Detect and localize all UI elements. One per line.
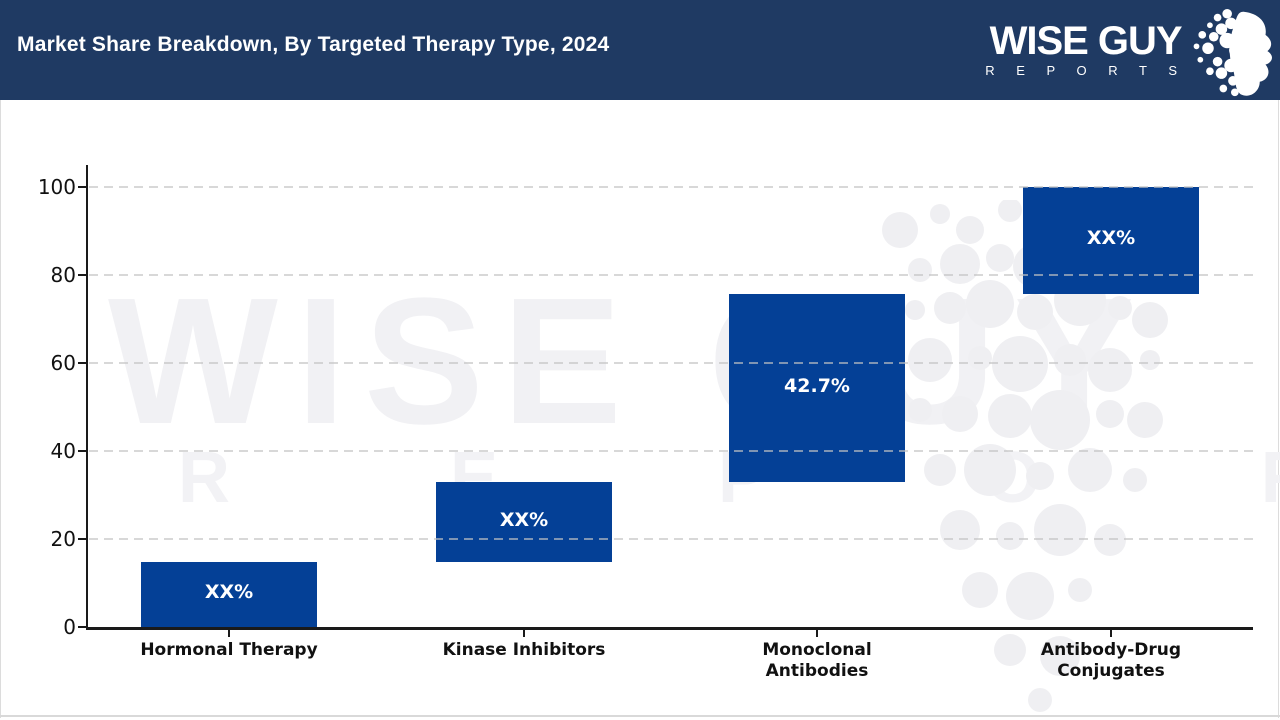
bar-segment: [141, 561, 317, 627]
face-profile-logo-icon: [1193, 8, 1272, 97]
x-axis-category-label: Antibody-Drug Conjugates: [991, 640, 1231, 682]
chart-title: Market Share Breakdown, By Targeted Ther…: [17, 33, 610, 56]
x-axis-spine: [86, 627, 1253, 630]
header-bar: Market Share Breakdown, By Targeted Ther…: [0, 0, 1280, 100]
y-axis-tick: [78, 626, 86, 628]
y-axis-tick-label: 20: [50, 527, 76, 551]
x-axis-tick: [1110, 630, 1112, 637]
y-axis-tick: [78, 274, 86, 276]
x-axis-category-label: Kinase Inhibitors: [404, 640, 644, 661]
x-axis-category-label-line: Monoclonal: [762, 640, 872, 660]
bar-value-label: XX%: [204, 581, 254, 604]
gridline: [89, 362, 1253, 364]
x-axis-tick: [228, 630, 230, 637]
x-axis-category-label-line: Antibodies: [765, 661, 869, 681]
gridline: [89, 538, 1253, 540]
bar-value-label: XX%: [1086, 227, 1136, 250]
x-axis-tick: [523, 630, 525, 637]
page-border-left: [0, 100, 1, 718]
gridline: [89, 186, 1253, 188]
x-axis-category-label-line: Hormonal Therapy: [140, 640, 318, 660]
x-axis-category-label: Hormonal Therapy: [109, 640, 349, 661]
y-axis-tick: [78, 538, 86, 540]
x-axis-category-label-line: Conjugates: [1057, 661, 1165, 681]
gridline: [89, 274, 1253, 276]
y-axis-tick-label: 0: [63, 615, 76, 639]
x-axis-category-label-line: Kinase Inhibitors: [442, 640, 606, 660]
gridline: [89, 450, 1253, 452]
y-axis-tick-label: 100: [37, 175, 76, 199]
x-axis-tick: [816, 630, 818, 637]
page-border-right: [1278, 100, 1279, 718]
y-axis-tick: [78, 186, 86, 188]
brand-wordmark: WISE GUY: [989, 19, 1183, 63]
y-axis-tick-label: 80: [50, 263, 76, 287]
bar-value-label: XX%: [499, 508, 549, 531]
x-axis-category-label-line: Antibody-Drug: [1040, 640, 1182, 660]
page-border-bottom: [0, 715, 1280, 717]
y-axis-tick-label: 40: [50, 439, 76, 463]
brand-subtitle: R E P O R T S: [985, 63, 1186, 78]
y-axis-tick: [78, 450, 86, 452]
bar-value-label: 42.7%: [784, 374, 850, 397]
brand-text: WISE GUY R E P O R T S: [985, 20, 1186, 78]
bar-segment: [436, 481, 612, 562]
y-axis-spine: [86, 165, 88, 628]
watermark-face-dots: [882, 200, 1168, 712]
bar-segment: [1023, 187, 1199, 294]
y-axis-tick-label: 60: [50, 351, 76, 375]
brand-logo: WISE GUY R E P O R T S: [985, 6, 1274, 97]
y-axis-tick: [78, 362, 86, 364]
x-axis-category-label: Monoclonal Antibodies: [697, 640, 937, 682]
